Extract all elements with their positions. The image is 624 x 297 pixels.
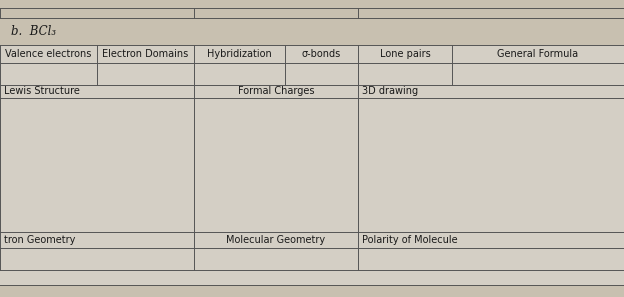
Text: Valence electrons: Valence electrons bbox=[6, 49, 92, 59]
Text: Polarity of Molecule: Polarity of Molecule bbox=[362, 235, 457, 245]
Text: b.  BCl₃: b. BCl₃ bbox=[11, 25, 57, 38]
Text: General Formula: General Formula bbox=[497, 49, 578, 59]
Bar bbox=[0, 45, 624, 285]
Text: Electron Domains: Electron Domains bbox=[102, 49, 188, 59]
Text: tron Geometry: tron Geometry bbox=[4, 235, 76, 245]
Text: Molecular Geometry: Molecular Geometry bbox=[227, 235, 326, 245]
Text: 3D drawing: 3D drawing bbox=[362, 86, 418, 97]
Text: Hybridization: Hybridization bbox=[207, 49, 272, 59]
Text: σ-bonds: σ-bonds bbox=[302, 49, 341, 59]
Text: Lewis Structure: Lewis Structure bbox=[4, 86, 80, 97]
Text: Lone pairs: Lone pairs bbox=[379, 49, 431, 59]
Text: Formal Charges: Formal Charges bbox=[238, 86, 314, 97]
